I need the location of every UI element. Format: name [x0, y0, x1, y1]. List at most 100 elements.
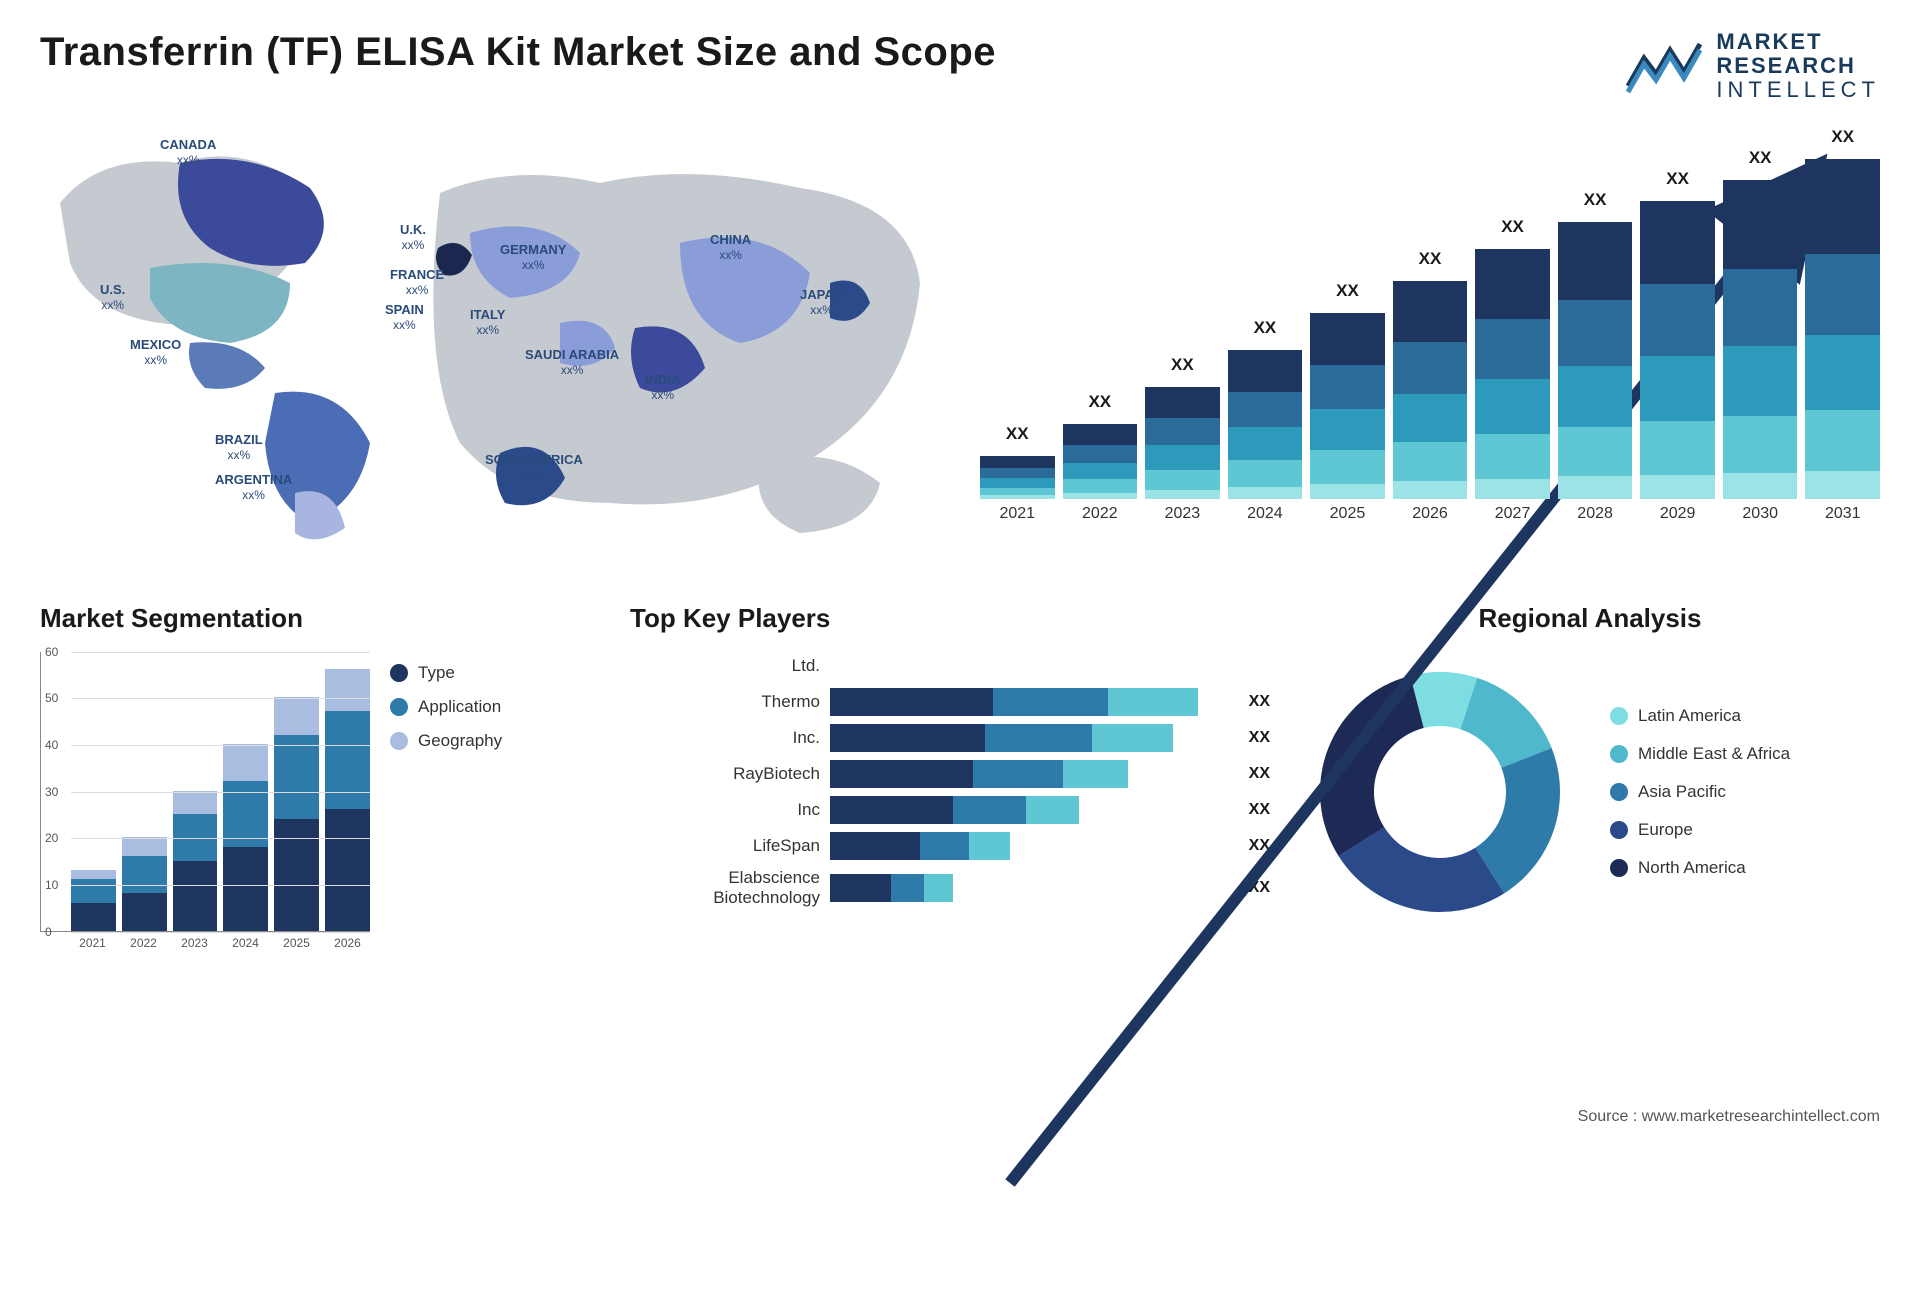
map-label: SOUTH AFRICAxx%	[485, 453, 583, 483]
growth-bar-value: XX	[1831, 127, 1854, 147]
segmentation-legend: Type Application Geography	[390, 663, 502, 950]
map-label: BRAZILxx%	[215, 433, 263, 463]
growth-bar-value: XX	[1006, 424, 1029, 444]
segmentation-bar	[71, 870, 116, 931]
segmentation-year: 2021	[70, 936, 115, 950]
legend-item: Type	[390, 663, 502, 683]
player-value: XX	[1249, 801, 1270, 819]
segmentation-year: 2026	[325, 936, 370, 950]
player-value: XX	[1249, 729, 1270, 747]
map-label: U.S.xx%	[100, 283, 125, 313]
growth-bar-year: 2029	[1660, 505, 1696, 523]
legend-label: Application	[418, 697, 501, 717]
legend-swatch	[1610, 859, 1628, 877]
growth-bar-value: XX	[1749, 148, 1772, 168]
source-text: Source : www.marketresearchintellect.com	[1578, 1108, 1880, 1126]
player-value: XX	[1249, 837, 1270, 855]
legend-label: Middle East & Africa	[1638, 744, 1790, 764]
player-row: Inc XX	[630, 796, 1270, 824]
segmentation-title: Market Segmentation	[40, 603, 370, 634]
logo-icon	[1626, 38, 1704, 94]
legend-swatch	[1610, 745, 1628, 763]
map-label: ARGENTINAxx%	[215, 473, 292, 503]
growth-bar: XX 2022	[1063, 424, 1138, 522]
legend-swatch	[1610, 821, 1628, 839]
player-name: Thermo	[630, 692, 830, 712]
regional-title: Regional Analysis	[1300, 603, 1880, 634]
growth-bar-value: XX	[1088, 392, 1111, 412]
map-label: ITALYxx%	[470, 308, 505, 338]
legend-label: Europe	[1638, 820, 1693, 840]
logo-text-1: MARKET	[1716, 30, 1880, 54]
segmentation-bar	[274, 697, 319, 930]
legend-swatch	[390, 732, 408, 750]
map-label: FRANCExx%	[390, 268, 444, 298]
legend-item: Geography	[390, 731, 502, 751]
growth-bar-value: XX	[1419, 249, 1442, 269]
player-name: Inc.	[630, 728, 830, 748]
map-label: CHINAxx%	[710, 233, 751, 263]
growth-bar-year: 2028	[1577, 505, 1613, 523]
growth-bar-chart: XX 2021 XX 2022 XX 2023 XX 2024 XX 2025 …	[980, 133, 1880, 553]
growth-bar-value: XX	[1171, 355, 1194, 375]
map-label: JAPANxx%	[800, 288, 843, 318]
player-row: Inc. XX	[630, 724, 1270, 752]
player-bar	[830, 652, 1260, 680]
growth-bar: XX 2029	[1640, 201, 1715, 523]
segmentation-year: 2023	[172, 936, 217, 950]
legend-item: North America	[1610, 858, 1790, 878]
legend-swatch	[1610, 707, 1628, 725]
legend-item: Asia Pacific	[1610, 782, 1790, 802]
segmentation-bar	[223, 744, 268, 931]
logo-text-3: INTELLECT	[1716, 78, 1880, 102]
player-bar	[830, 874, 1239, 902]
player-row: Thermo XX	[630, 688, 1270, 716]
growth-bar: XX 2023	[1145, 387, 1220, 523]
donut-slice	[1320, 675, 1424, 855]
segmentation-year: 2024	[223, 936, 268, 950]
growth-bar-year: 2026	[1412, 505, 1448, 523]
player-value: XX	[1249, 693, 1270, 711]
growth-bar-value: XX	[1254, 318, 1277, 338]
segmentation-bar	[173, 791, 218, 931]
growth-bar-value: XX	[1501, 217, 1524, 237]
segmentation-year: 2025	[274, 936, 319, 950]
legend-item: Europe	[1610, 820, 1790, 840]
growth-bar: XX 2026	[1393, 281, 1468, 523]
growth-bar-year: 2021	[999, 505, 1035, 523]
growth-bar-year: 2027	[1495, 505, 1531, 523]
player-bar	[830, 724, 1239, 752]
player-value: XX	[1249, 765, 1270, 783]
growth-bar-year: 2024	[1247, 505, 1283, 523]
players-bar-chart: Ltd. Thermo XX Inc. XX RayBiotech XX Inc…	[630, 652, 1270, 916]
page-title: Transferrin (TF) ELISA Kit Market Size a…	[40, 30, 996, 75]
players-title: Top Key Players	[630, 603, 1270, 634]
player-row: Elabscience Biotechnology XX	[630, 868, 1270, 908]
legend-item: Latin America	[1610, 706, 1790, 726]
legend-swatch	[1610, 783, 1628, 801]
growth-bar: XX 2024	[1228, 350, 1303, 523]
legend-label: Latin America	[1638, 706, 1741, 726]
segmentation-bar	[122, 837, 167, 930]
growth-bar-year: 2022	[1082, 505, 1118, 523]
segmentation-bar	[325, 669, 370, 930]
map-label: U.K.xx%	[400, 223, 426, 253]
regional-legend: Latin America Middle East & Africa Asia …	[1610, 706, 1790, 878]
player-name: Inc	[630, 800, 830, 820]
player-bar	[830, 796, 1239, 824]
growth-bar-year: 2025	[1330, 505, 1366, 523]
segmentation-year: 2022	[121, 936, 166, 950]
legend-item: Application	[390, 697, 502, 717]
logo-text-2: RESEARCH	[1716, 54, 1880, 78]
player-name: LifeSpan	[630, 836, 830, 856]
legend-label: North America	[1638, 858, 1746, 878]
player-bar	[830, 760, 1239, 788]
map-label: CANADAxx%	[160, 138, 216, 168]
growth-bar-value: XX	[1584, 190, 1607, 210]
growth-bar-year: 2031	[1825, 505, 1861, 523]
regional-donut-chart	[1300, 652, 1580, 932]
player-name: RayBiotech	[630, 764, 830, 784]
world-map: CANADAxx%U.S.xx%MEXICOxx%BRAZILxx%ARGENT…	[40, 133, 940, 553]
growth-bar-value: XX	[1666, 169, 1689, 189]
map-label: SPAINxx%	[385, 303, 424, 333]
